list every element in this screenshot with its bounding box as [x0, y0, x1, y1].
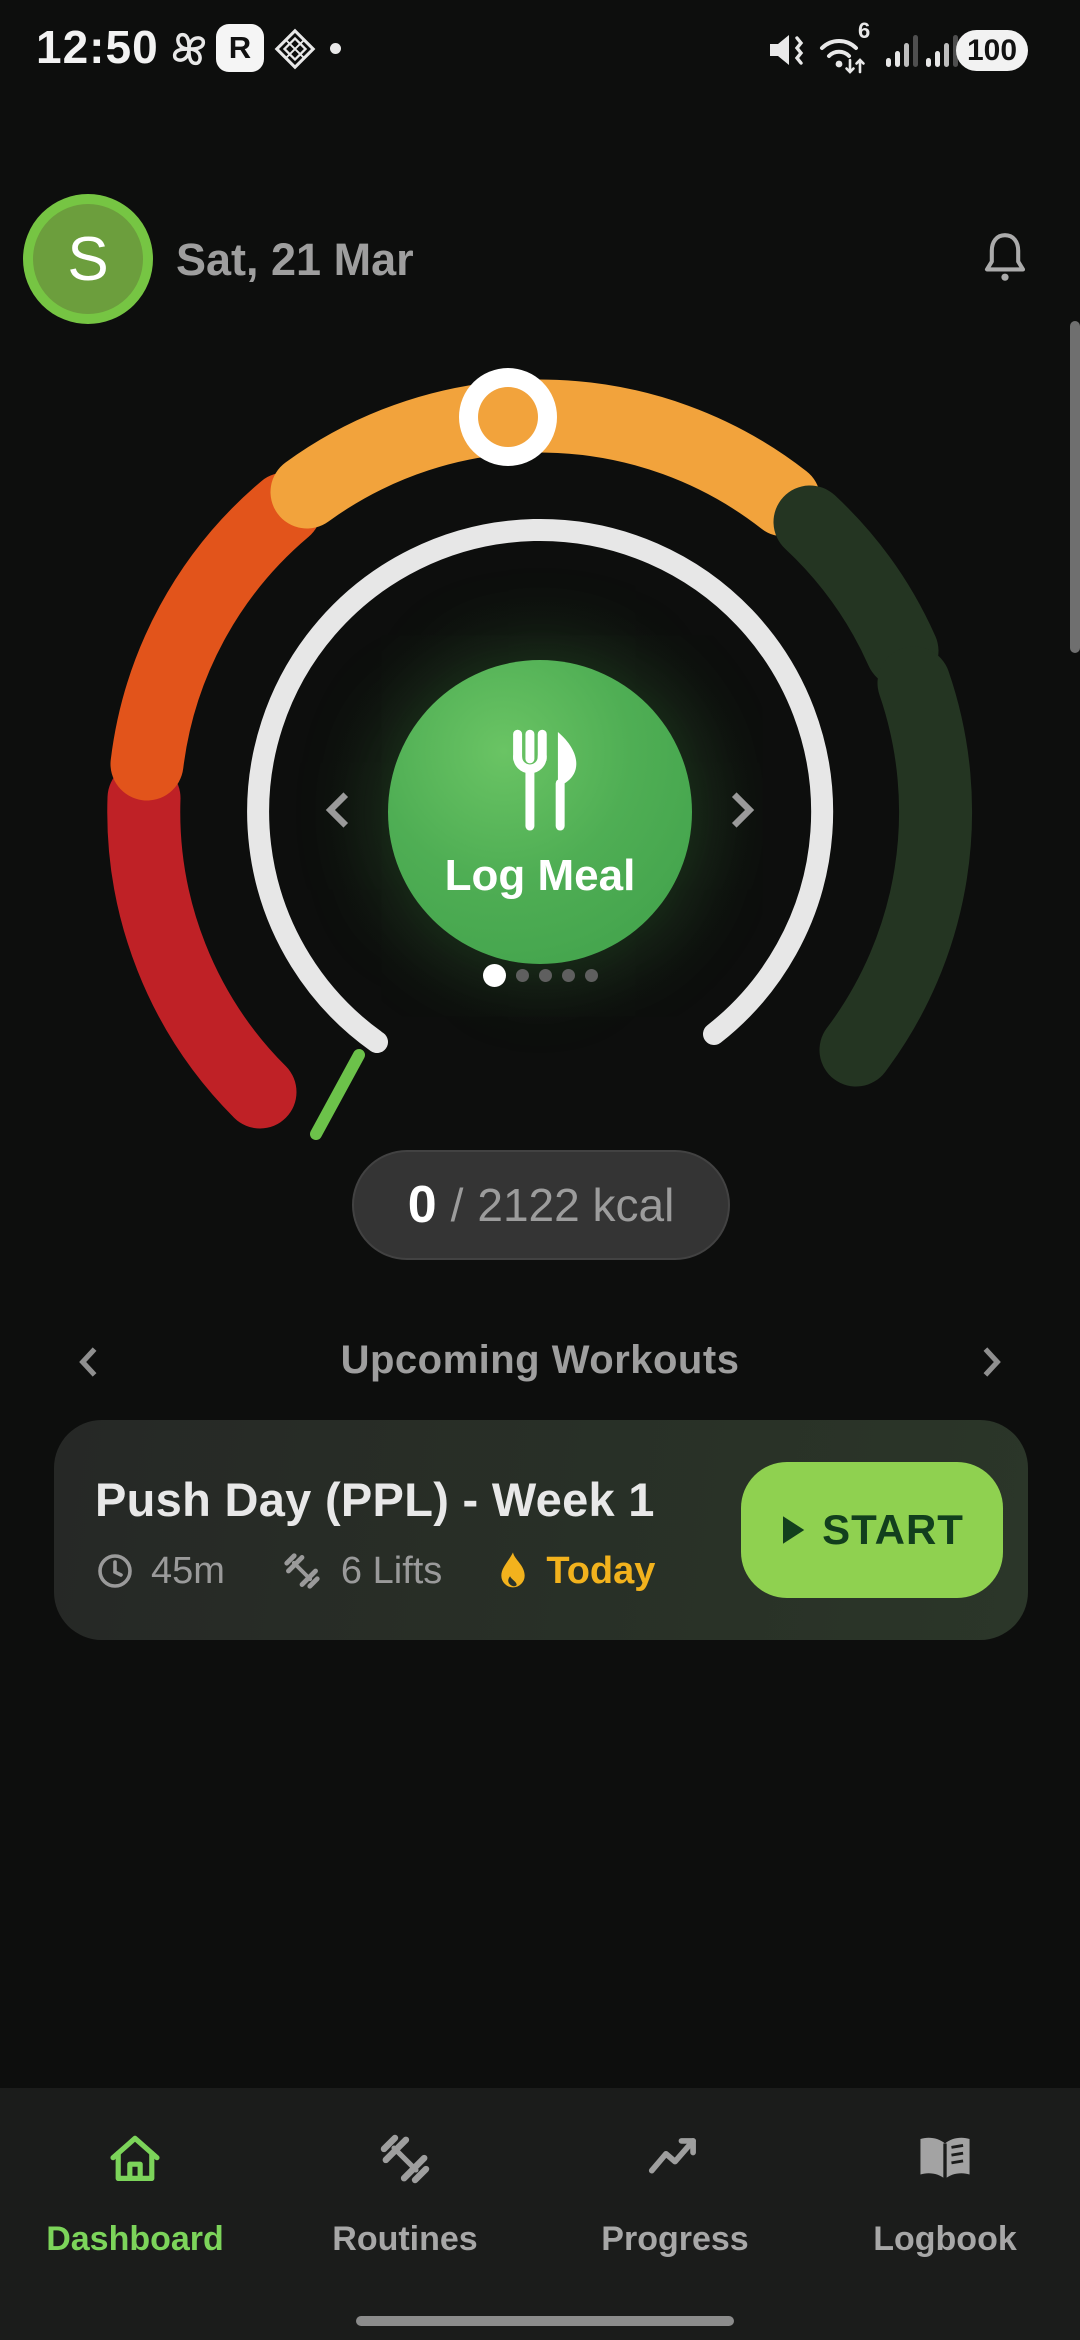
nav-label: Routines	[332, 2220, 478, 2258]
dumbbell-icon	[284, 1553, 320, 1589]
carousel-next-icon[interactable]	[717, 787, 763, 833]
workout-duration: 45m	[151, 1549, 225, 1592]
nav-label: Logbook	[873, 2220, 1017, 2258]
workout-due: Today	[546, 1549, 656, 1592]
upcoming-workouts-title: Upcoming Workouts	[340, 1338, 740, 1382]
nav-item-routines[interactable]: Routines	[280, 2128, 530, 2259]
avatar[interactable]: S	[23, 194, 153, 324]
calories-separator: /	[450, 1179, 464, 1231]
calorie-counter-pill: 0 / 2122 kcal	[352, 1150, 730, 1260]
gauge-knob[interactable]	[459, 368, 557, 466]
nav-item-progress[interactable]: Progress	[550, 2128, 800, 2259]
bottom-nav: Dashboard Routines Progress	[0, 2088, 1080, 2340]
dumbbell-icon	[380, 2134, 430, 2184]
nav-label: Progress	[601, 2220, 749, 2258]
carousel-dots	[440, 962, 640, 988]
home-icon	[110, 2135, 160, 2181]
carousel-dot[interactable]	[584, 968, 598, 982]
calories-consumed: 0	[407, 1176, 437, 1234]
clock-icon	[98, 1554, 132, 1588]
nav-item-logbook[interactable]: Logbook	[820, 2128, 1070, 2259]
nav-item-dashboard[interactable]: Dashboard	[10, 2128, 260, 2259]
diamond-icon	[274, 28, 316, 70]
log-meal-label: Log Meal	[444, 851, 636, 900]
flame-icon	[501, 1552, 525, 1588]
gauge-segment-red	[107, 761, 297, 1129]
log-meal-button[interactable]: Log Meal	[388, 660, 692, 964]
inner-progress-ring	[247, 518, 834, 1053]
app-r-icon: R	[216, 24, 264, 72]
carousel-dot[interactable]	[515, 968, 529, 982]
wifi-icon	[820, 38, 865, 74]
calories-goal: 2122 kcal	[477, 1179, 675, 1231]
header-date: Sat, 21 Mar	[176, 234, 414, 285]
bell-icon[interactable]	[976, 228, 1034, 288]
play-icon	[783, 1516, 805, 1544]
trending-up-icon	[648, 2138, 696, 2174]
mute-vibrate-icon	[770, 35, 804, 65]
workouts-prev-icon[interactable]	[68, 1340, 112, 1384]
carousel-dot[interactable]	[538, 968, 552, 982]
status-time: 12:50	[36, 21, 159, 73]
workouts-next-icon[interactable]	[968, 1340, 1012, 1384]
workout-lifts: 6 Lifts	[340, 1549, 443, 1592]
book-icon	[920, 2137, 970, 2180]
battery-pill: 100	[956, 30, 1028, 71]
pinwheel-icon	[172, 32, 206, 66]
notification-dot	[330, 43, 341, 54]
gauge-segment-orange	[110, 472, 322, 801]
carousel-dot[interactable]	[561, 968, 575, 982]
scrollbar[interactable]	[1070, 321, 1080, 653]
nav-label: Dashboard	[46, 2220, 224, 2258]
workout-meta: 45m 6 Lifts Today	[95, 1548, 655, 1594]
start-workout-button[interactable]: START	[741, 1462, 1003, 1598]
utensils-icon	[513, 729, 577, 831]
home-indicator[interactable]	[356, 2316, 734, 2326]
gauge-segment-darkgreen-lower	[819, 646, 973, 1087]
carousel-dot[interactable]	[482, 963, 506, 987]
signal-bars-icon	[886, 35, 918, 67]
gauge-segment-darkgreen-upper	[773, 485, 939, 688]
wifi-6-label: 6	[858, 18, 871, 43]
carousel-prev-icon[interactable]	[317, 787, 363, 833]
workout-title: Push Day (PPL) - Week 1	[95, 1473, 655, 1526]
progress-tick	[310, 1049, 365, 1140]
start-label: START	[822, 1506, 964, 1553]
